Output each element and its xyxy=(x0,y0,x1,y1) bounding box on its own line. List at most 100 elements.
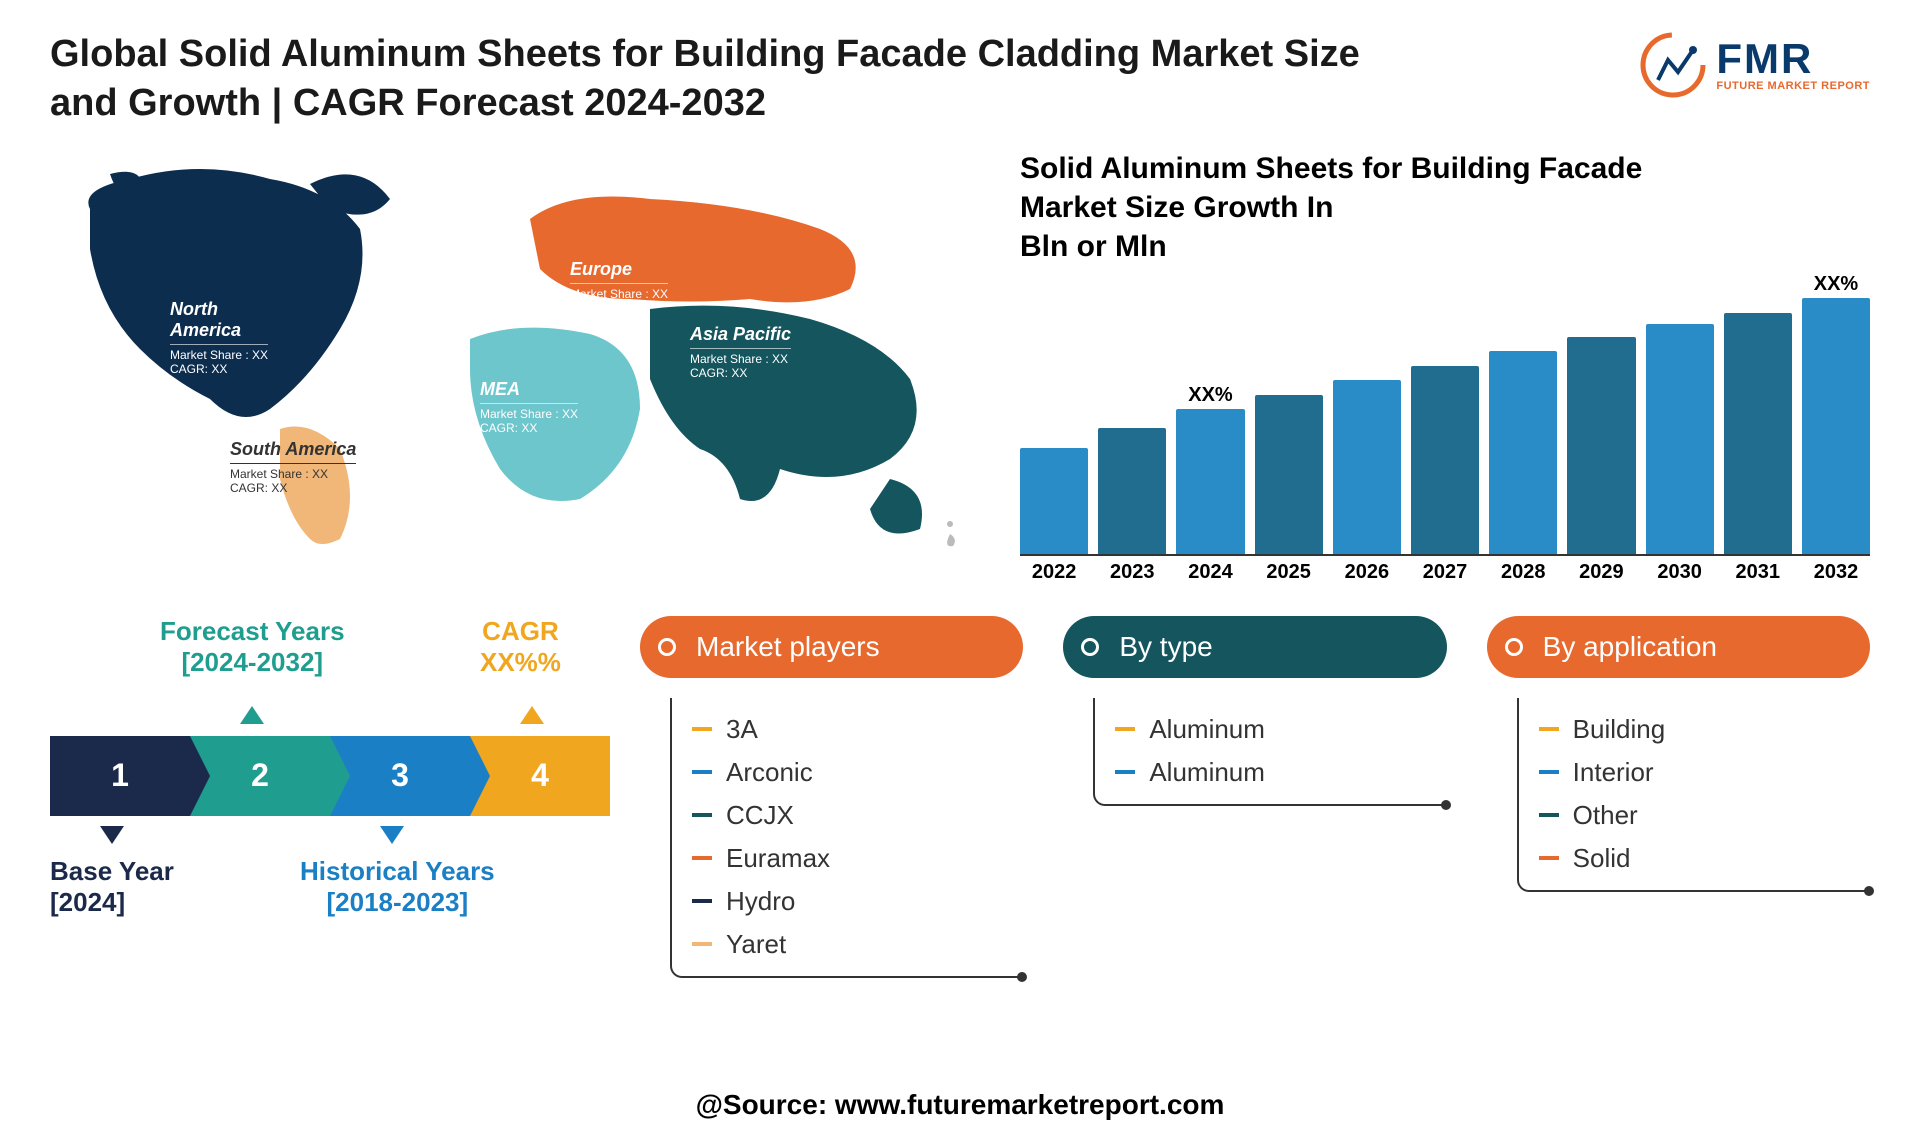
bottom-row: Forecast Years [2024-2032] CAGR XX%% 123… xyxy=(50,616,1870,978)
region-label-north-america: NorthAmerica Market Share : XXCAGR: XX xyxy=(170,299,268,376)
pill-column-market-players: Market players 3A Arconic CCJX Euramax H… xyxy=(640,616,1023,978)
top-row: NorthAmerica Market Share : XXCAGR: XX So… xyxy=(50,149,1870,556)
item-text: Solid xyxy=(1573,843,1631,874)
pill-list: Building Interior Other Solid xyxy=(1517,698,1870,892)
world-map: NorthAmerica Market Share : XXCAGR: XX So… xyxy=(50,149,990,549)
bar-year-label: 2024 xyxy=(1188,561,1233,584)
timeline-box-4: 4 xyxy=(470,736,610,816)
bar-chart-section: Solid Aluminum Sheets for Building Facad… xyxy=(1020,149,1870,556)
bar-annotation: XX% xyxy=(1814,273,1858,296)
tick-icon xyxy=(692,856,712,860)
timeline-box-2: 2 xyxy=(190,736,330,816)
source-attribution: @Source: www.futuremarketreport.com xyxy=(696,1089,1225,1121)
bar-rect xyxy=(1176,409,1244,554)
bar-rect xyxy=(1098,428,1166,553)
chart-title: Solid Aluminum Sheets for Building Facad… xyxy=(1020,149,1870,266)
item-text: Building xyxy=(1573,714,1666,745)
triangle-up-forecast xyxy=(240,706,264,724)
region-label-mea: MEA Market Share : XXCAGR: XX xyxy=(480,379,578,435)
bar-annotation: XX% xyxy=(1188,384,1232,407)
historical-years-label: Historical Years [2018-2023] xyxy=(300,856,495,918)
timeline-boxes: 1234 xyxy=(50,736,610,816)
bar-rect xyxy=(1724,313,1792,554)
bar-year-label: 2023 xyxy=(1110,561,1155,584)
bar-rect xyxy=(1020,448,1088,554)
bar-2022: 2022 xyxy=(1020,448,1088,554)
bar-chart: 2022 2023 2024XX% 2025 2026 2027 2028 20… xyxy=(1020,286,1870,556)
tick-icon xyxy=(692,813,712,817)
list-item: Hydro xyxy=(692,880,1023,923)
tick-icon xyxy=(1539,856,1559,860)
bar-year-label: 2025 xyxy=(1266,561,1311,584)
pill-column-by-type: By type Aluminum Aluminum xyxy=(1063,616,1446,978)
timeline-box-3: 3 xyxy=(330,736,470,816)
bar-rect xyxy=(1333,380,1401,554)
pill-dot-icon xyxy=(1081,638,1099,656)
list-item: Interior xyxy=(1539,751,1870,794)
bar-2026: 2026 xyxy=(1333,380,1401,554)
forecast-years-label: Forecast Years [2024-2032] xyxy=(160,616,345,678)
bar-rect xyxy=(1255,395,1323,554)
pill-list: Aluminum Aluminum xyxy=(1093,698,1446,806)
logo-fmr-text: FMR xyxy=(1716,38,1870,80)
list-item: Arconic xyxy=(692,751,1023,794)
item-text: Aluminum xyxy=(1149,714,1265,745)
base-year-label: Base Year [2024] xyxy=(50,856,174,918)
map-dot xyxy=(947,521,953,527)
bar-2032: 2032XX% xyxy=(1802,298,1870,554)
title-line-2: and Growth | CAGR Forecast 2024-2032 xyxy=(50,82,766,124)
bar-2028: 2028 xyxy=(1489,351,1557,554)
bar-rect xyxy=(1567,337,1635,554)
tick-icon xyxy=(1539,813,1559,817)
list-item: Aluminum xyxy=(1115,708,1446,751)
region-label-south-america: South America Market Share : XXCAGR: XX xyxy=(230,439,356,495)
pill-column-by-application: By application Building Interior Other S… xyxy=(1487,616,1870,978)
pill-list: 3A Arconic CCJX Euramax Hydro Yaret xyxy=(670,698,1023,978)
pill-columns: Market players 3A Arconic CCJX Euramax H… xyxy=(640,616,1870,978)
bar-year-label: 2027 xyxy=(1423,561,1468,584)
fmr-logo: FMR FUTURE MARKET REPORT xyxy=(1638,30,1870,100)
item-text: Aluminum xyxy=(1149,757,1265,788)
item-text: Euramax xyxy=(726,843,830,874)
list-item: Yaret xyxy=(692,923,1023,966)
item-text: Arconic xyxy=(726,757,813,788)
page-title: Global Solid Aluminum Sheets for Buildin… xyxy=(50,30,1360,129)
title-line-1: Global Solid Aluminum Sheets for Buildin… xyxy=(50,33,1360,75)
bar-2023: 2023 xyxy=(1098,428,1166,553)
bar-rect xyxy=(1411,366,1479,554)
map-nz xyxy=(947,534,955,546)
bar-year-label: 2026 xyxy=(1345,561,1390,584)
header: Global Solid Aluminum Sheets for Buildin… xyxy=(50,30,1870,129)
bar-rect xyxy=(1489,351,1557,554)
list-item: Euramax xyxy=(692,837,1023,880)
tick-icon xyxy=(692,942,712,946)
bar-rect xyxy=(1802,298,1870,554)
timeline-box-1: 1 xyxy=(50,736,190,816)
item-text: Yaret xyxy=(726,929,786,960)
tick-icon xyxy=(692,770,712,774)
pill-title: By application xyxy=(1543,631,1717,663)
tick-icon xyxy=(1115,770,1135,774)
logo-text: FMR FUTURE MARKET REPORT xyxy=(1716,38,1870,92)
bar-year-label: 2022 xyxy=(1032,561,1077,584)
bar-year-label: 2028 xyxy=(1501,561,1546,584)
cagr-label: CAGR XX%% xyxy=(480,616,561,678)
bar-year-label: 2032 xyxy=(1814,561,1859,584)
bar-2031: 2031 xyxy=(1724,313,1792,554)
tick-icon xyxy=(1539,727,1559,731)
bar-year-label: 2030 xyxy=(1657,561,1702,584)
list-item: CCJX xyxy=(692,794,1023,837)
list-item: Solid xyxy=(1539,837,1870,880)
logo-subtitle: FUTURE MARKET REPORT xyxy=(1716,80,1870,92)
item-text: Hydro xyxy=(726,886,795,917)
triangle-down-hist xyxy=(380,826,404,844)
bar-2030: 2030 xyxy=(1646,324,1714,554)
triangle-down-base xyxy=(100,826,124,844)
list-item: Building xyxy=(1539,708,1870,751)
item-text: Interior xyxy=(1573,757,1654,788)
tick-icon xyxy=(1115,727,1135,731)
pill-title: By type xyxy=(1119,631,1212,663)
pill-header: By type xyxy=(1063,616,1446,678)
pill-header: Market players xyxy=(640,616,1023,678)
list-item: 3A xyxy=(692,708,1023,751)
